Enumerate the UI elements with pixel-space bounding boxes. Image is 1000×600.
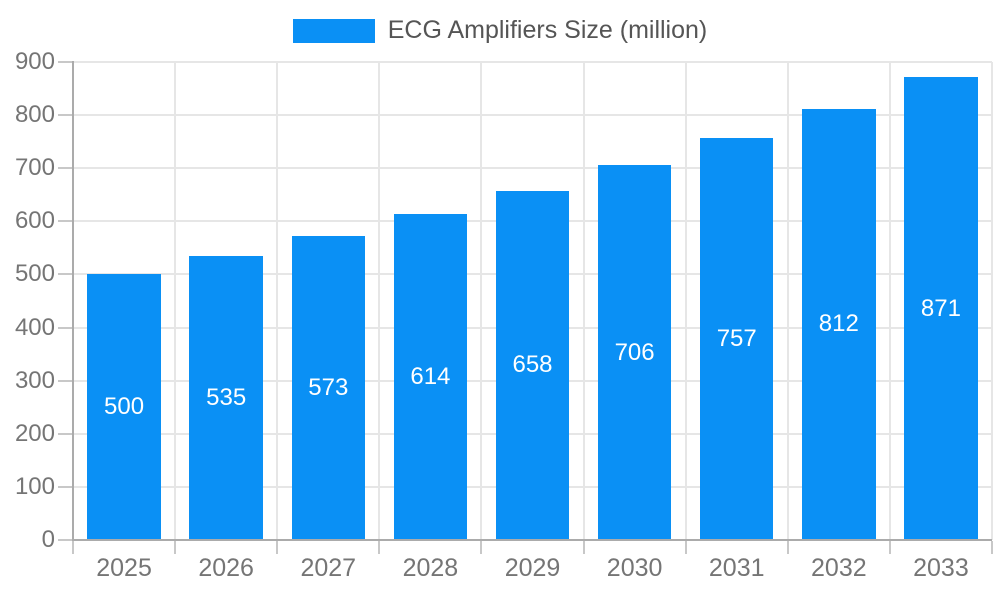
x-axis-tick (276, 541, 279, 554)
vertical-gridline (582, 62, 585, 540)
vertical-gridline (378, 62, 381, 540)
x-axis-tick (72, 541, 74, 554)
legend-label: ECG Amplifiers Size (million) (387, 16, 708, 44)
y-axis-tick-label: 700 (14, 154, 55, 182)
x-axis-tick (991, 541, 993, 554)
y-axis-tick (58, 326, 72, 329)
bar-value-label: 573 (308, 373, 349, 401)
vertical-gridline (991, 62, 993, 540)
x-axis-tick-label: 2028 (402, 554, 459, 582)
vertical-gridline (276, 62, 279, 540)
x-axis-tick-label: 2026 (198, 554, 254, 582)
x-axis-tick (786, 541, 789, 554)
bar-2027[interactable]: 573 (291, 235, 366, 540)
y-axis-tick-label: 900 (14, 48, 55, 75)
y-axis-tick (58, 485, 72, 488)
bar-value-label: 535 (206, 383, 247, 411)
vertical-gridline (684, 62, 687, 540)
y-axis-tick-label: 600 (14, 207, 55, 235)
x-axis-tick (174, 541, 177, 554)
bar-value-label: 614 (410, 362, 451, 390)
y-axis-tick-label: 0 (41, 526, 55, 553)
y-axis-tick (58, 379, 72, 382)
chart-legend: ECG Amplifiers Size (million) (0, 16, 1000, 45)
x-axis-tick-label: 2029 (504, 554, 561, 582)
vertical-gridline (786, 62, 789, 540)
bar-2033[interactable]: 871 (904, 77, 978, 540)
y-axis-tick (58, 167, 72, 170)
bar-value-label: 658 (512, 351, 553, 379)
y-axis-tick-label: 300 (14, 366, 55, 394)
y-axis-tick-label: 500 (14, 260, 55, 288)
bar-2032[interactable]: 812 (802, 108, 876, 540)
bar-2025[interactable]: 500 (87, 274, 161, 540)
x-axis-tick-label: 2030 (606, 554, 663, 582)
bar-value-label: 812 (818, 310, 859, 338)
legend-item[interactable]: ECG Amplifiers Size (million) (292, 16, 708, 45)
bar-value-label: 871 (920, 294, 961, 322)
bar-2026[interactable]: 535 (189, 255, 263, 540)
bar-value-label: 706 (614, 338, 655, 366)
vertical-gridline (480, 62, 483, 540)
vertical-gridline (174, 62, 177, 540)
x-axis-labels: 2025 2026 2027 2028 2029 2030 2031 2032 2033 (73, 554, 992, 586)
y-axis-line (72, 61, 74, 540)
y-axis-tick-label: 100 (14, 472, 55, 500)
y-axis-labels: 0 100 200 300 400 500 600 700 800 900 (0, 50, 55, 552)
vertical-gridline (888, 62, 891, 540)
horizontal-gridline (73, 61, 992, 63)
y-axis-tick (58, 273, 72, 276)
bar-2030[interactable]: 706 (597, 165, 672, 540)
y-axis-tick-label: 200 (14, 419, 55, 447)
legend-swatch-icon (292, 18, 375, 43)
y-axis-tick-label: 400 (14, 313, 55, 341)
x-axis-tick (888, 541, 891, 554)
bar-value-label: 500 (104, 393, 145, 421)
x-axis-tick (480, 541, 483, 554)
x-axis-tick (684, 541, 687, 554)
x-axis-tick (378, 541, 381, 554)
x-axis-tick-label: 2033 (913, 554, 969, 582)
y-axis-tick (58, 539, 72, 541)
plot-area: 500 535 573 614 658 706 757 812 871 (58, 61, 993, 554)
bar-2028[interactable]: 614 (393, 213, 468, 540)
x-axis-tick-label: 2027 (300, 554, 357, 582)
y-axis-tick (58, 432, 72, 435)
horizontal-gridline (73, 114, 992, 117)
y-axis-tick (58, 61, 72, 63)
y-axis-tick-label: 800 (14, 101, 55, 129)
x-axis-line (72, 539, 992, 541)
y-axis-tick (58, 114, 72, 117)
x-axis-tick-label: 2025 (96, 554, 152, 582)
x-axis-tick-label: 2031 (708, 554, 765, 582)
bar-value-label: 757 (716, 324, 757, 352)
x-axis-tick-label: 2032 (811, 554, 867, 582)
bar-2029[interactable]: 658 (495, 190, 570, 540)
x-axis-tick (582, 541, 585, 554)
horizontal-gridline (73, 167, 992, 170)
bar-2031[interactable]: 757 (699, 137, 774, 540)
y-axis-tick (58, 220, 72, 223)
